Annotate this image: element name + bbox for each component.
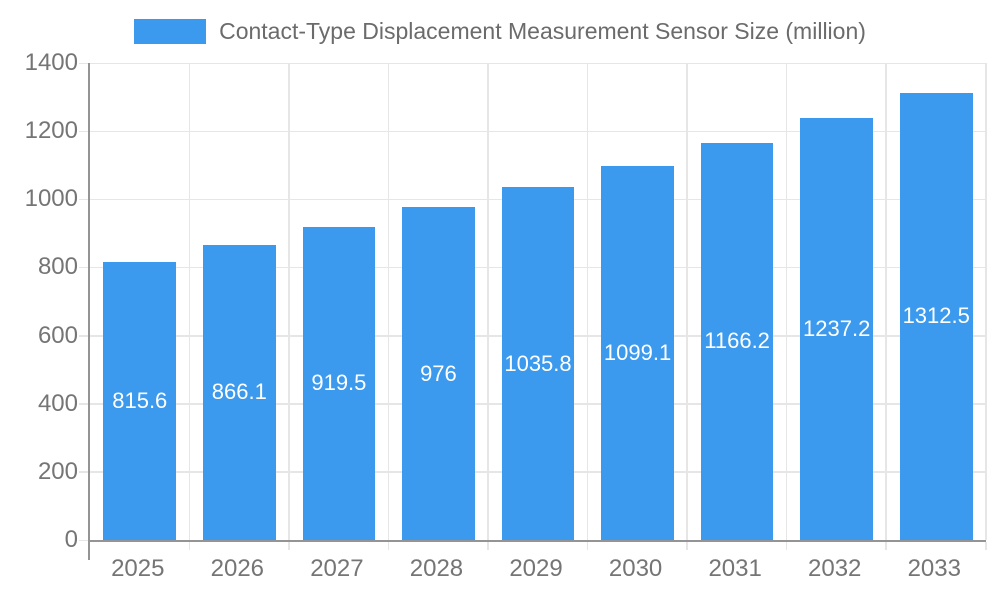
y-tick-mark [79,62,88,64]
v-gridline [885,63,887,540]
x-tick-label: 2032 [808,555,862,582]
x-tick-mark [586,542,589,550]
x-tick-label: 2027 [310,555,364,582]
v-gridline [686,63,688,540]
y-tick-mark [79,198,88,201]
bar[interactable]: 1166.2 [700,142,774,540]
y-tick-label: 400 [37,389,78,417]
v-gridline [785,63,788,540]
y-axis-extension [88,540,90,560]
x-tick-label: 2033 [907,555,961,582]
y-tick-mark [79,403,88,405]
bar-value-label: 1237.2 [803,316,871,342]
bar[interactable]: 815.6 [103,262,177,540]
bar-value-label: 1099.1 [603,339,672,365]
x-tick-label: 2029 [509,555,563,582]
y-tick-mark [79,266,88,269]
y-tick-mark [79,130,88,133]
y-tick-mark [79,471,88,473]
bar[interactable]: 1035.8 [501,187,575,540]
bar[interactable]: 1099.1 [601,165,674,540]
x-tick-mark [686,542,688,550]
y-tick-mark [79,335,88,337]
bar[interactable]: 1312.5 [899,92,973,540]
bar-value-label: 976 [420,360,457,386]
x-tick-label: 2031 [708,555,762,582]
y-tick-label: 1000 [24,185,78,213]
bar[interactable]: 866.1 [202,244,276,540]
y-tick-label: 0 [64,526,78,553]
plot-area: 815.6 866.1 919.5 976 1035.8 1099.1 1166.2 1237… [79,62,987,560]
x-axis: 2025 2026 2027 2028 2029 2030 2031 2032 2033 [88,554,984,584]
x-tick-label: 2028 [409,555,464,582]
x-tick-mark [487,542,489,550]
x-tick-mark [288,542,290,550]
bar[interactable]: 976 [402,207,475,540]
v-gridline [586,63,589,540]
y-tick-label: 600 [37,321,78,349]
v-gridline [188,63,191,540]
x-tick-label: 2030 [608,555,663,582]
h-gridline [90,62,986,64]
y-tick-label: 800 [37,253,78,281]
y-axis: 0 200 400 600 800 1000 1200 1400 [0,51,78,552]
legend-label: Contact-Type Displacement Measurement Se… [219,18,866,44]
v-gridline [487,63,489,540]
legend-swatch [134,19,207,44]
x-tick-mark [985,542,987,550]
bar[interactable]: 1237.2 [800,118,873,540]
v-gridline [985,63,987,540]
x-tick-mark [785,542,788,550]
bar-value-label: 919.5 [311,370,367,396]
bar-value-label: 1312.5 [902,303,970,329]
y-tick-label: 200 [37,457,78,485]
bar-value-label: 815.6 [112,388,168,414]
bar-value-label: 1166.2 [704,328,770,354]
h-gridline [90,130,986,133]
x-tick-label: 2026 [210,555,265,582]
legend[interactable]: Contact-Type Displacement Measurement Se… [0,18,1000,45]
bar-value-label: 866.1 [211,379,267,405]
bar[interactable]: 919.5 [302,226,376,540]
x-tick-mark [387,542,390,550]
y-tick-label: 1400 [24,49,78,76]
x-tick-mark [885,542,887,550]
y-tick-mark [79,539,88,541]
v-gridline [387,63,390,540]
v-gridline [288,63,290,540]
x-tick-mark [188,542,191,550]
y-tick-label: 1200 [24,117,78,145]
x-tick-label: 2025 [111,555,165,582]
bar-value-label: 1035.8 [504,350,572,376]
